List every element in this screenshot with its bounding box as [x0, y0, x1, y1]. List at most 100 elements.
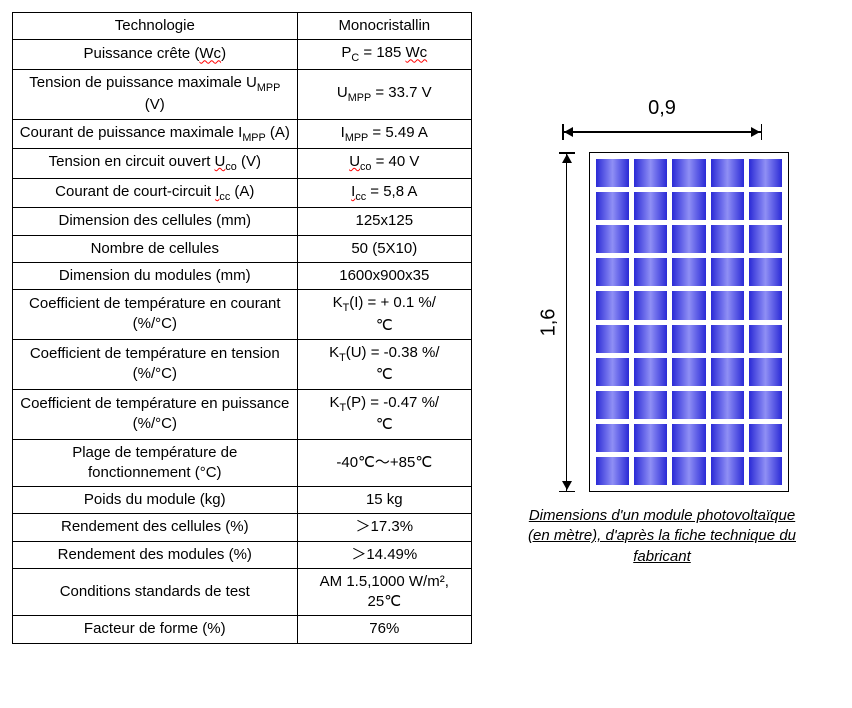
pv-cell [596, 159, 629, 187]
height-dimension-label: 1,6 [538, 308, 561, 336]
pv-cell [749, 192, 782, 220]
row-label: Conditions standards de test [13, 568, 298, 616]
width-dimension-arrow [562, 124, 762, 140]
pv-cell [749, 424, 782, 452]
table-row: Coefficient de température en tension (%… [13, 339, 472, 389]
row-label: Facteur de forme (%) [13, 616, 298, 643]
row-label: Coefficient de température en puissance … [13, 389, 298, 439]
pv-cell [749, 457, 782, 485]
pv-cell [596, 291, 629, 319]
pv-cell [596, 457, 629, 485]
table-row: Conditions standards de testAM 1.5,1000 … [13, 568, 472, 616]
pv-cell [634, 391, 667, 419]
pv-cell [634, 225, 667, 253]
table-row: Plage de température de fonctionnement (… [13, 439, 472, 487]
table-header-value: Monocristallin [297, 13, 471, 40]
row-value: AM 1.5,1000 W/m², 25℃ [297, 568, 471, 616]
pv-cell [634, 325, 667, 353]
pv-cell [749, 258, 782, 286]
pv-cell [596, 325, 629, 353]
row-label: Poids du module (kg) [13, 487, 298, 514]
pv-cell [672, 358, 705, 386]
pv-cell [749, 159, 782, 187]
pv-cell [672, 424, 705, 452]
pv-cell [672, 325, 705, 353]
pv-cell [596, 192, 629, 220]
table-row: Courant de court-circuit Icc (A)Icc = 5,… [13, 178, 472, 208]
pv-cell [596, 391, 629, 419]
table-row: Coefficient de température en puissance … [13, 389, 472, 439]
row-value: 76% [297, 616, 471, 643]
pv-cell [672, 159, 705, 187]
row-label: Dimension du modules (mm) [13, 262, 298, 289]
row-value: IMPP = 5.49 A [297, 119, 471, 149]
pv-cell [634, 159, 667, 187]
row-label: Nombre de cellules [13, 235, 298, 262]
row-value: Icc = 5,8 A [297, 178, 471, 208]
row-value: 125x125 [297, 208, 471, 235]
row-label: Tension en circuit ouvert Uco (V) [13, 149, 298, 179]
table-row: Nombre de cellules50 (5X10) [13, 235, 472, 262]
row-value: KT(U) = -0.38 %/℃ [297, 339, 471, 389]
pv-cell [749, 325, 782, 353]
table-row: Dimension des cellules (mm)125x125 [13, 208, 472, 235]
row-label: Plage de température de fonctionnement (… [13, 439, 298, 487]
pv-cell [711, 457, 744, 485]
row-value: PC = 185 Wc [297, 40, 471, 70]
spec-table: TechnologieMonocristallinPuissance crête… [12, 12, 472, 644]
pv-cell [672, 192, 705, 220]
table-row: Courant de puissance maximale IMPP (A)IM… [13, 119, 472, 149]
row-label: Coefficient de température en courant (%… [13, 290, 298, 340]
row-value: ＞17.3% [297, 514, 471, 541]
pv-cell [711, 192, 744, 220]
pv-cell [596, 424, 629, 452]
row-label: Puissance crête (Wc) [13, 40, 298, 70]
pv-cell [711, 424, 744, 452]
table-row: Tension de puissance maximale UMPP (V)UM… [13, 69, 472, 119]
pv-cell [672, 225, 705, 253]
pv-cell [596, 225, 629, 253]
row-label: Coefficient de température en tension (%… [13, 339, 298, 389]
row-value: 15 kg [297, 487, 471, 514]
row-label: Dimension des cellules (mm) [13, 208, 298, 235]
row-label: Courant de court-circuit Icc (A) [13, 178, 298, 208]
module-diagram: 0,9 1,6 Dimensions d'un module photovolt… [502, 97, 822, 567]
pv-cell [711, 325, 744, 353]
row-label: Courant de puissance maximale IMPP (A) [13, 119, 298, 149]
pv-cell [711, 258, 744, 286]
row-value: Uco = 40 V [297, 149, 471, 179]
pv-cell [749, 391, 782, 419]
pv-cell [711, 225, 744, 253]
pv-cell [711, 391, 744, 419]
pv-cell [596, 258, 629, 286]
pv-cell [634, 358, 667, 386]
table-row: Poids du module (kg)15 kg [13, 487, 472, 514]
row-value: KT(I) = + 0.1 %/℃ [297, 290, 471, 340]
pv-cell [711, 358, 744, 386]
row-value: ＞14.49% [297, 541, 471, 568]
row-label: Rendement des cellules (%) [13, 514, 298, 541]
panel-with-height-dim: 1,6 [535, 152, 789, 492]
diagram-caption: Dimensions d'un module photovoltaïque (e… [517, 506, 807, 567]
row-value: KT(P) = -0.47 %/℃ [297, 389, 471, 439]
pv-cell [672, 291, 705, 319]
row-label: Rendement des modules (%) [13, 541, 298, 568]
row-value: -40℃～+85℃ [297, 439, 471, 487]
row-label: Tension de puissance maximale UMPP (V) [13, 69, 298, 119]
page-layout: TechnologieMonocristallinPuissance crête… [12, 12, 840, 644]
pv-cell [672, 457, 705, 485]
width-dimension-label: 0,9 [648, 97, 676, 120]
row-value: 1600x900x35 [297, 262, 471, 289]
height-dimension-arrow [559, 152, 575, 492]
pv-cell [749, 291, 782, 319]
table-row: Tension en circuit ouvert Uco (V)Uco = 4… [13, 149, 472, 179]
pv-cell [634, 457, 667, 485]
table-header-label: Technologie [13, 13, 298, 40]
pv-cell [672, 391, 705, 419]
pv-cell [749, 358, 782, 386]
pv-cell [634, 192, 667, 220]
table-row: Facteur de forme (%)76% [13, 616, 472, 643]
pv-panel-grid [589, 152, 789, 492]
pv-cell [634, 291, 667, 319]
pv-cell [711, 291, 744, 319]
